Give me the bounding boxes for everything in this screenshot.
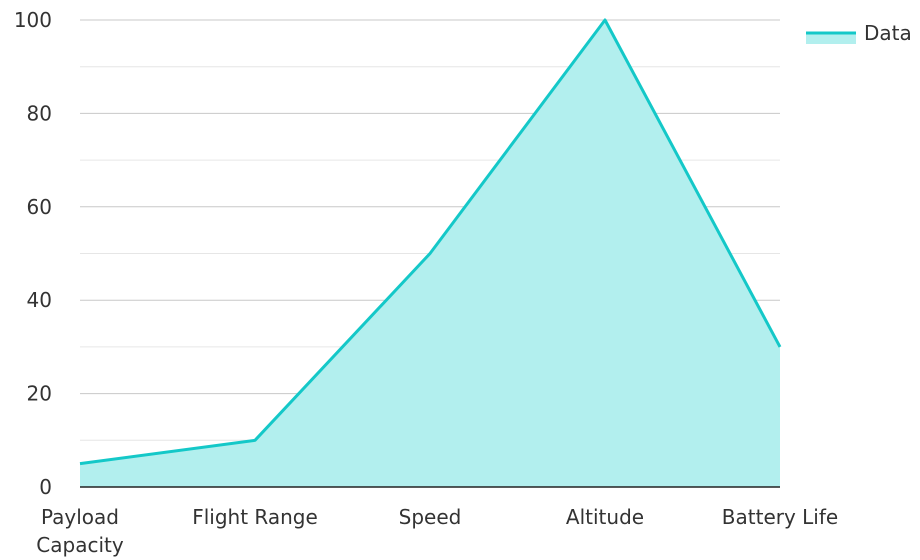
x-tick-labels: Payload Capacity Flight Range Speed Altitude… — [36, 505, 838, 557]
legend-swatch-fill — [806, 32, 856, 44]
series-area — [79, 18, 782, 487]
x-tick-label: Speed — [399, 505, 462, 529]
y-tick-label: 100 — [14, 8, 52, 32]
x-tick-label: Battery Life — [722, 505, 838, 529]
legend-label-data: Data — [864, 21, 912, 45]
x-tick-label: Flight Range — [192, 505, 318, 529]
y-tick-label: 0 — [39, 475, 52, 499]
legend: Data — [806, 21, 912, 45]
x-tick-label: Payload Capacity — [36, 505, 124, 557]
y-tick-label: 40 — [27, 288, 52, 312]
x-tick-label: Altitude — [566, 505, 644, 529]
series-line — [79, 18, 782, 466]
y-tick-label: 60 — [27, 195, 52, 219]
y-tick-label: 20 — [27, 382, 52, 406]
y-tick-labels: 0 20 40 60 80 100 — [14, 8, 52, 499]
y-tick-label: 80 — [27, 101, 52, 125]
